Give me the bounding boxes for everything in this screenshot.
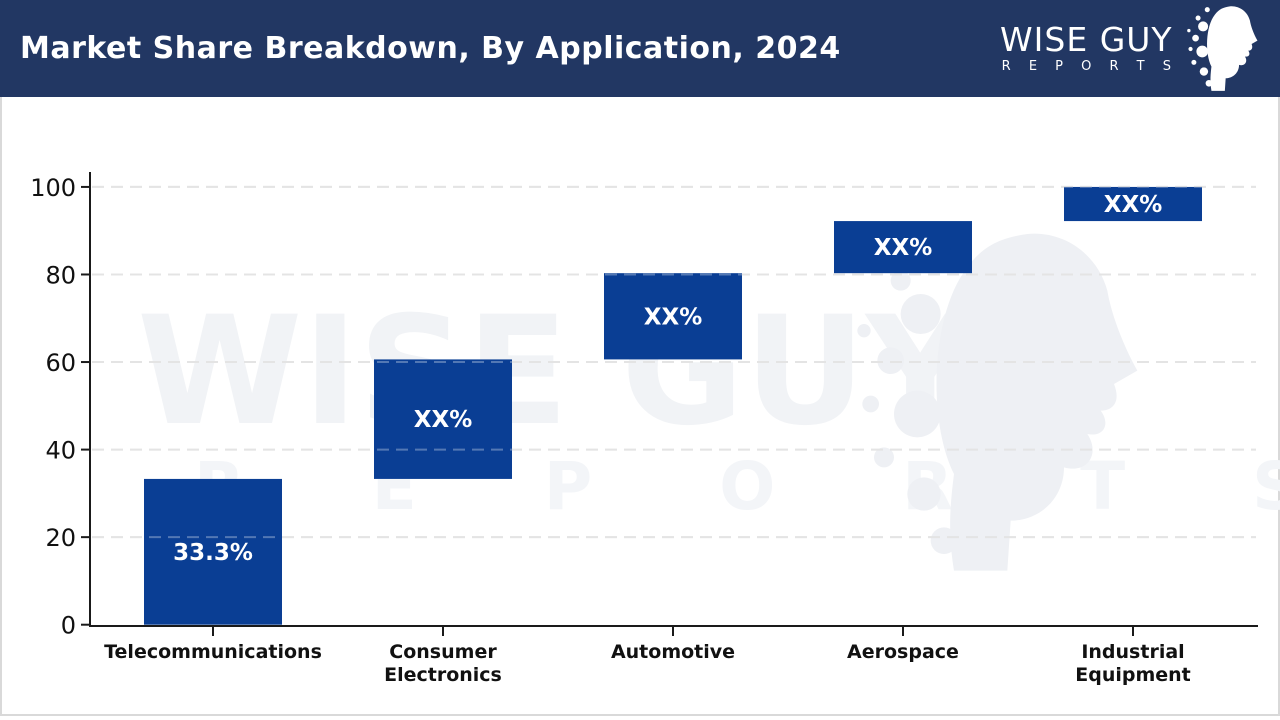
bar-telecommunications (144, 478, 282, 625)
y-tick-label-100: 100 (30, 174, 76, 202)
bar-automotive (604, 273, 742, 360)
x-tick-label-aerospace: Aerospace (847, 641, 959, 663)
value-label-aerospace: XX% (874, 235, 933, 261)
brand-subtitle: R E P O R T S (1001, 59, 1178, 75)
market-share-chart: 0 20 40 60 80 100 Telecommunications ConsumerEl… (30, 172, 1258, 686)
bar-industrial-equipment (1064, 186, 1202, 222)
y-tick-label-0: 0 (61, 612, 76, 640)
x-tick-label-industrial-equipment: Industrial (1081, 641, 1184, 663)
bar-aerospace (834, 221, 972, 274)
brand-face-icon (1187, 5, 1258, 91)
brand-logo-text: WISE GUY R E P O R T S (995, 19, 1178, 75)
brand-logo: WISE GUY R E P O R T S (995, 0, 1266, 97)
x-tick-label-consumer-electronics: Electronics (384, 664, 502, 686)
value-label-telecommunications: 33.3% (173, 540, 253, 566)
x-tick-label-automotive: Automotive (611, 641, 735, 663)
watermark-brand-text: WISE GUY (137, 285, 975, 459)
x-tick-label-telecommunications: Telecommunications (104, 641, 322, 663)
bar-consumer-electronics (374, 359, 512, 479)
x-tick-label-industrial-equipment: Equipment (1075, 664, 1191, 686)
page-title: Market Share Breakdown, By Application, … (20, 31, 841, 66)
header-bar: Market Share Breakdown, By Application, … (0, 0, 1280, 97)
chart-canvas: WISE GUY R E P O R T S 0 20 40 60 80 100 Telec… (0, 97, 1280, 716)
y-tick-label-60: 60 (45, 349, 76, 377)
y-tick-label-40: 40 (45, 437, 76, 465)
value-label-industrial-equipment: XX% (1104, 192, 1163, 218)
brand-name: WISE GUY (1000, 19, 1173, 59)
value-label-consumer-electronics: XX% (414, 407, 473, 433)
value-label-automotive: XX% (644, 304, 703, 330)
y-tick-label-20: 20 (45, 524, 76, 552)
x-tick-label-consumer-electronics: Consumer (389, 641, 497, 663)
y-tick-label-80: 80 (45, 261, 76, 289)
